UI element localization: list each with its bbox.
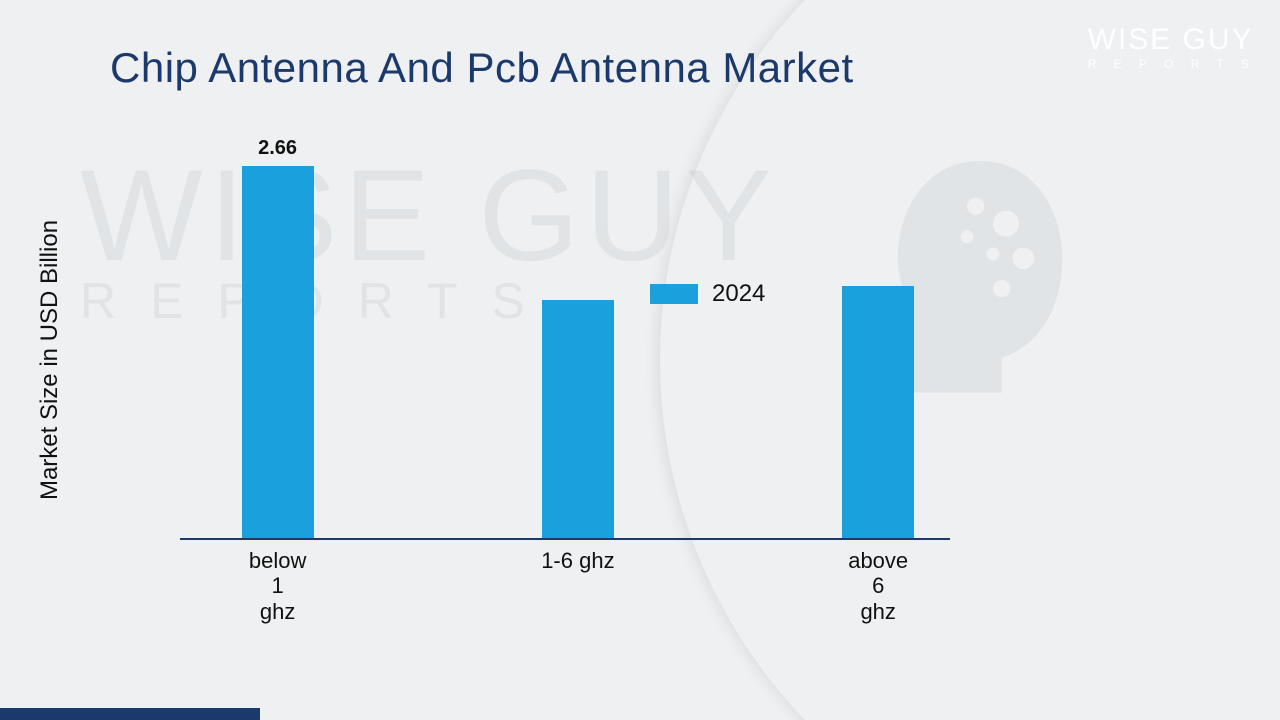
chart-title: Chip Antenna And Pcb Antenna Market xyxy=(110,44,854,92)
brand-logo: WISE GUY R E P O R T S xyxy=(1088,24,1256,70)
bar-below-1ghz xyxy=(242,166,314,538)
bar-value-label: 2.66 xyxy=(218,137,338,160)
page-root: WISE GUY R E P O R T S WISE GUY REPORTS … xyxy=(0,0,1280,720)
brand-logo-line2: R E P O R T S xyxy=(1088,58,1256,71)
x-category-label: 1-6 ghz xyxy=(518,548,638,573)
legend-swatch xyxy=(650,284,698,304)
legend: 2024 xyxy=(650,280,765,308)
chart-area: 2.66 below1ghz 1-6 ghz above6ghz 2024 xyxy=(130,120,950,580)
bar-above-6ghz xyxy=(842,286,914,538)
footer-accent-bar xyxy=(0,708,260,720)
y-axis-label: Market Size in USD Billion xyxy=(36,220,64,500)
x-category-label: above6ghz xyxy=(818,548,938,624)
x-category-label: below1ghz xyxy=(218,548,338,624)
bar-1-6ghz xyxy=(542,300,614,538)
brand-logo-line1: WISE GUY xyxy=(1088,24,1256,56)
plot-area: 2.66 xyxy=(180,120,950,540)
legend-label: 2024 xyxy=(712,280,765,308)
